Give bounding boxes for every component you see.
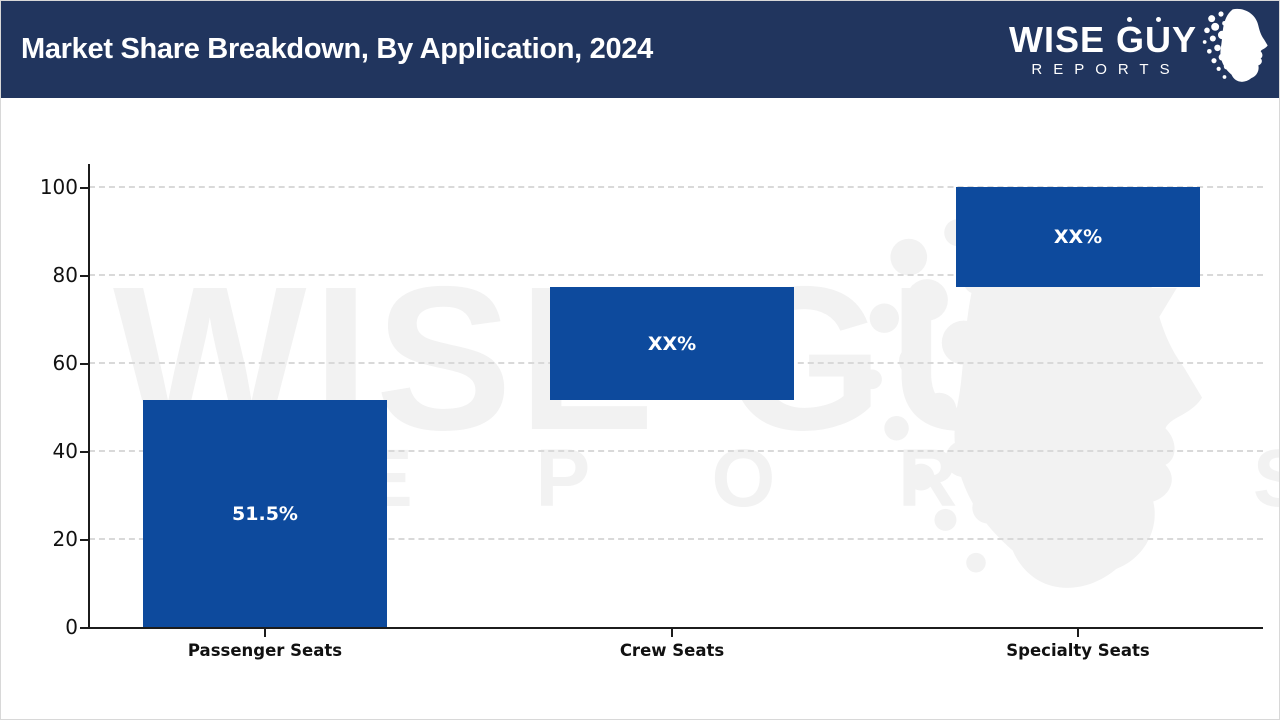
logo-dot-icon: [1126, 17, 1132, 22]
bar-value-label: 51.5%: [232, 502, 298, 525]
logo-subtitle: REPORTS: [1031, 61, 1181, 78]
y-axis-tick-label: 0: [65, 615, 78, 639]
head-profile-icon: [1202, 8, 1268, 82]
bar: [143, 400, 387, 627]
y-tick-mark: [80, 627, 88, 629]
y-tick-mark: [80, 451, 88, 453]
logo-text: WISE GUY REPORTS: [1008, 17, 1197, 78]
y-gridline: [89, 450, 1263, 452]
y-axis-tick-label: 20: [52, 527, 78, 551]
y-tick-mark: [80, 539, 88, 541]
y-tick-mark: [80, 187, 88, 189]
waterfall-chart: 0 20 40 60 80 100 51.5% Passenger Seats XX% Crew …: [1, 98, 1279, 719]
header-bar: Market Share Breakdown, By Application, …: [1, 1, 1279, 98]
bar-value-label: XX%: [647, 332, 697, 355]
x-axis-line: [88, 627, 1263, 629]
logo-wordmark: WISE GUY: [1008, 19, 1197, 60]
y-axis-tick-label: 100: [39, 175, 78, 199]
y-tick-mark: [80, 363, 88, 365]
watermark-head-icon: [862, 205, 1203, 588]
x-tick-mark: [264, 629, 266, 637]
y-axis-tick-label: 80: [52, 263, 78, 287]
y-axis-tick-label: 40: [52, 439, 78, 463]
x-axis-category-label: Crew Seats: [619, 641, 725, 660]
y-gridline: [89, 538, 1263, 540]
y-axis-line: [88, 164, 90, 629]
x-axis-category-label: Passenger Seats: [187, 641, 343, 660]
wise-guy-logo: WISE GUY REPORTS: [1009, 7, 1271, 91]
x-tick-mark: [671, 629, 673, 637]
logo-dot-icon: [1155, 17, 1161, 22]
bar: [956, 187, 1200, 287]
x-axis-category-label: Specialty Seats: [1006, 641, 1150, 660]
bar-value-label: XX%: [1053, 225, 1103, 248]
bar: [550, 286, 794, 401]
page-title: Market Share Breakdown, By Application, …: [21, 33, 653, 65]
y-gridline: [89, 274, 1263, 276]
y-tick-mark: [80, 275, 88, 277]
y-axis-tick-label: 60: [52, 351, 78, 375]
x-tick-mark: [1077, 629, 1079, 637]
y-gridline: [89, 186, 1263, 188]
